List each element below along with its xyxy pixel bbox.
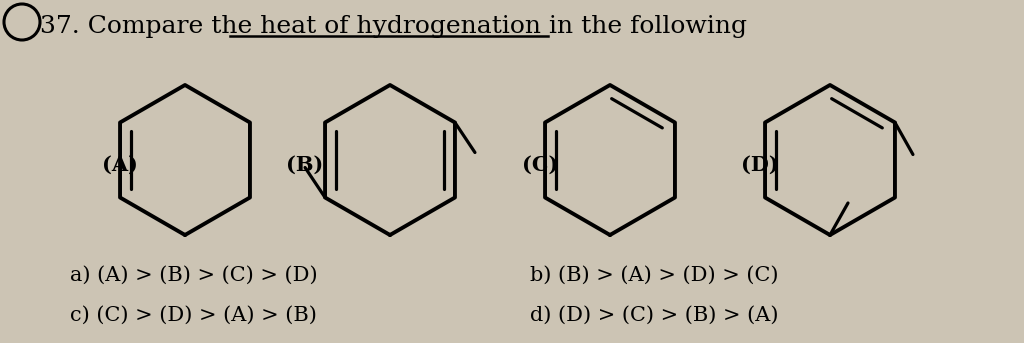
Text: b) (B) > (A) > (D) > (C): b) (B) > (A) > (D) > (C) xyxy=(530,265,778,284)
Text: (A): (A) xyxy=(102,155,138,175)
Text: c) (C) > (D) > (A) > (B): c) (C) > (D) > (A) > (B) xyxy=(70,306,316,324)
Text: (D): (D) xyxy=(741,155,779,175)
Text: 37. Compare the heat of hydrogenation in the following: 37. Compare the heat of hydrogenation in… xyxy=(40,14,746,37)
Text: a) (A) > (B) > (C) > (D): a) (A) > (B) > (C) > (D) xyxy=(70,265,317,284)
Text: (B): (B) xyxy=(287,155,324,175)
Text: (C): (C) xyxy=(522,155,558,175)
Text: d) (D) > (C) > (B) > (A): d) (D) > (C) > (B) > (A) xyxy=(530,306,778,324)
